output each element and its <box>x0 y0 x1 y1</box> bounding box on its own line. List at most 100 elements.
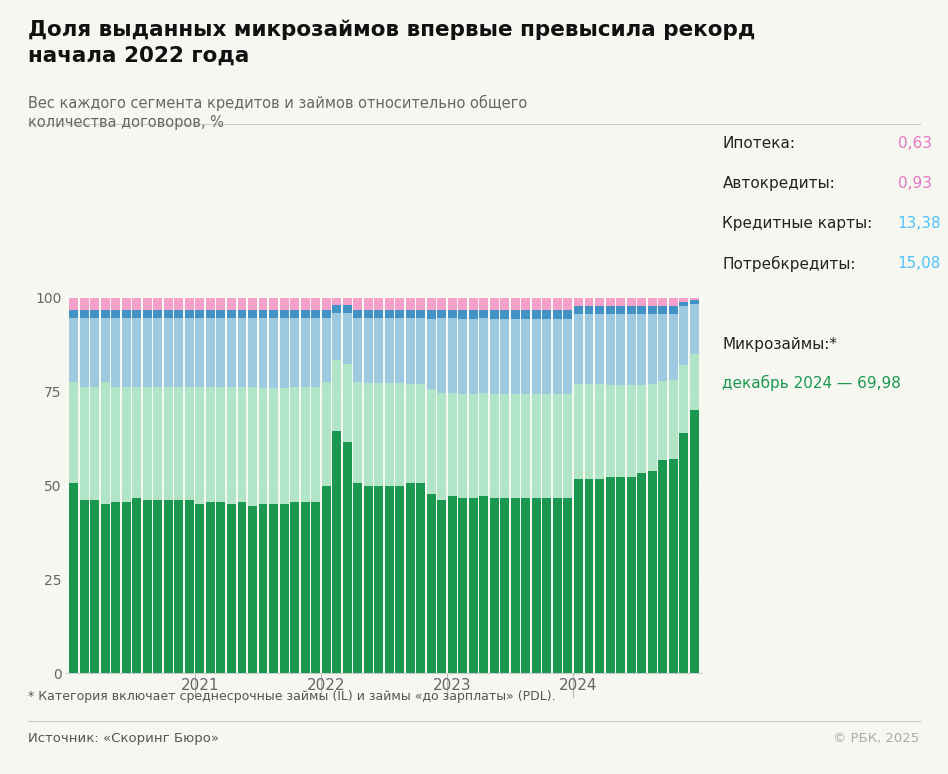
Bar <box>447 318 457 392</box>
Bar <box>627 385 635 477</box>
Bar <box>185 298 193 310</box>
Bar <box>606 306 614 314</box>
Text: Микрозаймы:*: Микрозаймы:* <box>722 337 837 352</box>
Bar <box>480 318 488 392</box>
Bar <box>385 318 393 383</box>
Bar <box>585 385 593 479</box>
Bar <box>332 313 341 360</box>
Bar <box>280 504 288 673</box>
Bar <box>501 298 509 310</box>
Bar <box>606 385 614 477</box>
Bar <box>122 318 131 388</box>
Bar <box>321 317 331 382</box>
Bar <box>395 383 404 485</box>
Bar <box>668 298 678 306</box>
Bar <box>301 318 310 388</box>
Bar <box>637 298 646 306</box>
Bar <box>574 298 583 306</box>
Text: © РБК, 2025: © РБК, 2025 <box>833 732 920 745</box>
Bar <box>154 310 162 318</box>
Bar <box>342 365 352 443</box>
Bar <box>490 498 499 673</box>
Bar <box>469 298 478 310</box>
Bar <box>574 385 583 479</box>
Bar <box>269 298 278 310</box>
Bar <box>553 394 562 498</box>
Bar <box>668 306 678 314</box>
Bar <box>501 310 509 319</box>
Bar <box>164 500 173 673</box>
Bar <box>195 318 205 386</box>
Bar <box>100 504 110 673</box>
Bar <box>154 298 162 310</box>
Text: * Категория включает среднесрочные займы (IL) и займы «до зарплаты» (PDL).: * Категория включает среднесрочные займы… <box>28 690 556 704</box>
Text: 13,38: 13,38 <box>898 216 941 231</box>
Bar <box>574 479 583 673</box>
Bar <box>332 430 341 673</box>
Bar <box>111 298 120 310</box>
Bar <box>238 318 246 388</box>
Bar <box>238 388 246 502</box>
Bar <box>563 394 573 498</box>
Bar <box>69 484 78 673</box>
Bar <box>416 385 426 484</box>
Bar <box>385 383 393 485</box>
Bar <box>595 298 604 306</box>
Bar <box>195 298 205 310</box>
Bar <box>216 310 226 318</box>
Bar <box>469 394 478 498</box>
Bar <box>385 485 393 673</box>
Bar <box>90 500 100 673</box>
Bar <box>647 298 657 306</box>
Bar <box>280 310 288 318</box>
Bar <box>143 318 152 386</box>
Bar <box>321 382 331 485</box>
Bar <box>553 498 562 673</box>
Bar <box>668 314 678 380</box>
Bar <box>321 310 331 317</box>
Bar <box>595 314 604 385</box>
Bar <box>679 298 688 302</box>
Bar <box>374 485 383 673</box>
Bar <box>501 319 509 394</box>
Bar <box>185 310 193 318</box>
Bar <box>185 500 193 673</box>
Bar <box>658 314 667 381</box>
Bar <box>521 310 530 319</box>
Bar <box>480 496 488 673</box>
Bar <box>532 298 541 310</box>
Bar <box>195 386 205 504</box>
Bar <box>133 498 141 673</box>
Bar <box>248 310 257 318</box>
Bar <box>416 310 426 318</box>
Bar <box>585 298 593 306</box>
Bar <box>542 298 552 310</box>
Bar <box>154 500 162 673</box>
Bar <box>532 394 541 498</box>
Bar <box>342 306 352 313</box>
Bar <box>90 318 100 386</box>
Bar <box>195 310 205 318</box>
Bar <box>690 354 699 410</box>
Text: Потребкредиты:: Потребкредиты: <box>722 256 856 272</box>
Text: декабрь 2024 — 69,98: декабрь 2024 — 69,98 <box>722 375 902 391</box>
Bar <box>532 498 541 673</box>
Bar <box>301 298 310 310</box>
Bar <box>90 310 100 318</box>
Bar <box>154 386 162 500</box>
Bar <box>521 498 530 673</box>
Bar <box>606 298 614 306</box>
Bar <box>480 310 488 318</box>
Bar <box>647 306 657 314</box>
Bar <box>354 484 362 673</box>
Bar <box>511 319 520 394</box>
Text: Доля выданных микрозаймов впервые превысила рекорд
начала 2022 года: Доля выданных микрозаймов впервые превыс… <box>28 19 756 66</box>
Bar <box>521 319 530 394</box>
Bar <box>332 298 341 306</box>
Bar <box>311 388 320 502</box>
Bar <box>290 388 299 502</box>
Bar <box>133 298 141 310</box>
Bar <box>111 310 120 318</box>
Bar <box>133 310 141 318</box>
Bar <box>585 479 593 673</box>
